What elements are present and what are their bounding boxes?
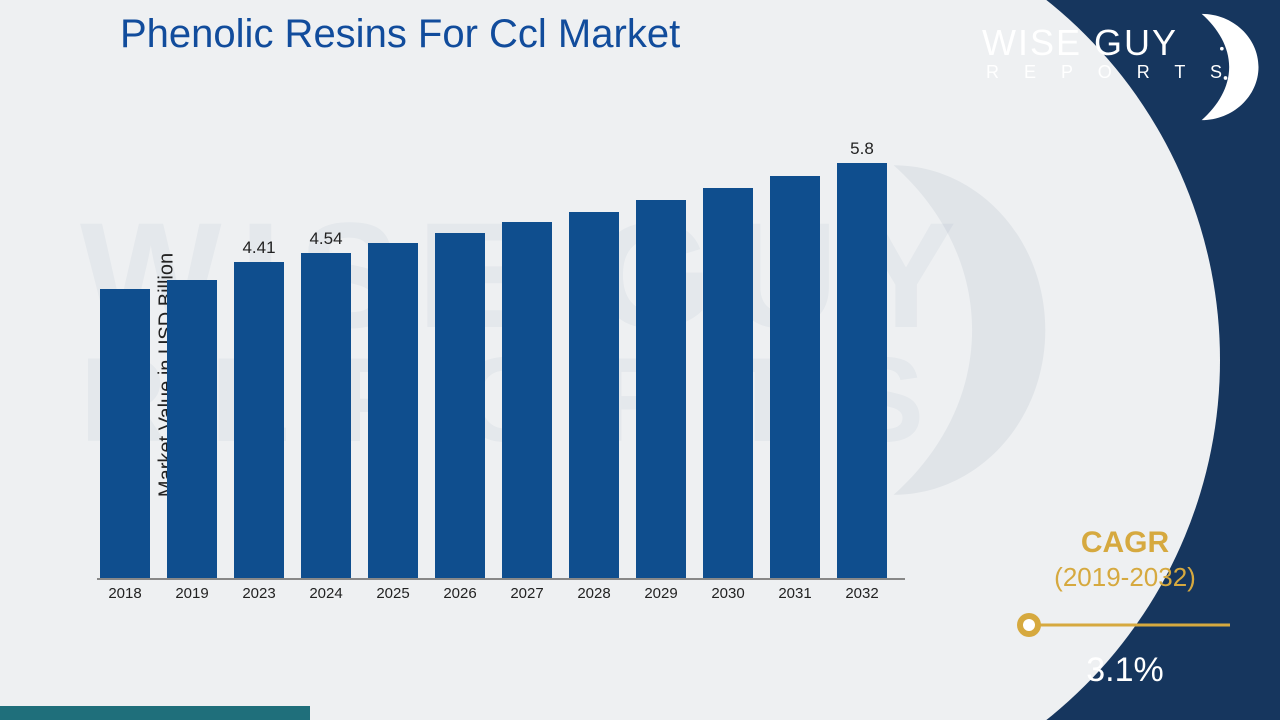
cagr-range: (2019-2032) [990, 562, 1260, 593]
bar-fill [435, 233, 485, 578]
x-tick-label: 2018 [100, 585, 150, 602]
cagr-line-track [1020, 624, 1230, 627]
x-tick-label: 2027 [502, 585, 552, 602]
bar [435, 233, 485, 578]
chart-region: Market Value in USD Billion 4.414.545.8 … [55, 135, 905, 615]
x-tick-label: 2019 [167, 585, 217, 602]
bar [636, 200, 686, 578]
x-tick-label: 2024 [301, 585, 351, 602]
bar-value-label: 4.54 [301, 229, 351, 249]
bar [100, 289, 150, 578]
chart-title: Phenolic Resins For Ccl Market [120, 12, 680, 57]
bar-fill [234, 262, 284, 578]
bar-fill [837, 163, 887, 578]
bar [703, 188, 753, 578]
bar-value-label: 4.41 [234, 238, 284, 258]
cagr-block: CAGR (2019-2032) 3.1% [990, 526, 1260, 690]
x-tick-label: 2031 [770, 585, 820, 602]
x-tick-label: 2028 [569, 585, 619, 602]
bar [502, 222, 552, 578]
bar-fill [301, 253, 351, 578]
bar-fill [502, 222, 552, 578]
bar-fill [703, 188, 753, 578]
bar-fill [770, 176, 820, 578]
cagr-value: 3.1% [990, 651, 1260, 690]
bar-fill [368, 243, 418, 578]
x-axis-labels: 2018 2019 2023 2024 2025 2026 2027 2028 2029 2030… [97, 585, 905, 615]
bar: 5.8 [837, 163, 887, 578]
bar: 4.41 [234, 262, 284, 578]
bar-fill [100, 289, 150, 578]
bar-fill [167, 280, 217, 578]
bar: 4.54 [301, 253, 351, 578]
x-tick-label: 2029 [636, 585, 686, 602]
bar-fill [636, 200, 686, 578]
bottom-strip [0, 706, 310, 720]
plot-area: 4.41 4.54 5.8 [97, 135, 905, 580]
x-tick-label: 2023 [234, 585, 284, 602]
x-tick-label: 2026 [435, 585, 485, 602]
x-tick-label: 2030 [703, 585, 753, 602]
bar-fill [569, 212, 619, 578]
bar [770, 176, 820, 578]
bar [167, 280, 217, 578]
bar-value-label: 5.8 [837, 139, 887, 159]
cagr-title: CAGR [990, 526, 1260, 560]
x-tick-label: 2025 [368, 585, 418, 602]
brand-face-icon [1167, 12, 1262, 122]
cagr-dot-inner [1023, 619, 1035, 631]
brand-logo: WISE GUY R E P O R T S [982, 12, 1262, 122]
cagr-divider [1020, 613, 1230, 637]
bar [368, 243, 418, 578]
bar [569, 212, 619, 578]
x-tick-label: 2032 [837, 585, 887, 602]
